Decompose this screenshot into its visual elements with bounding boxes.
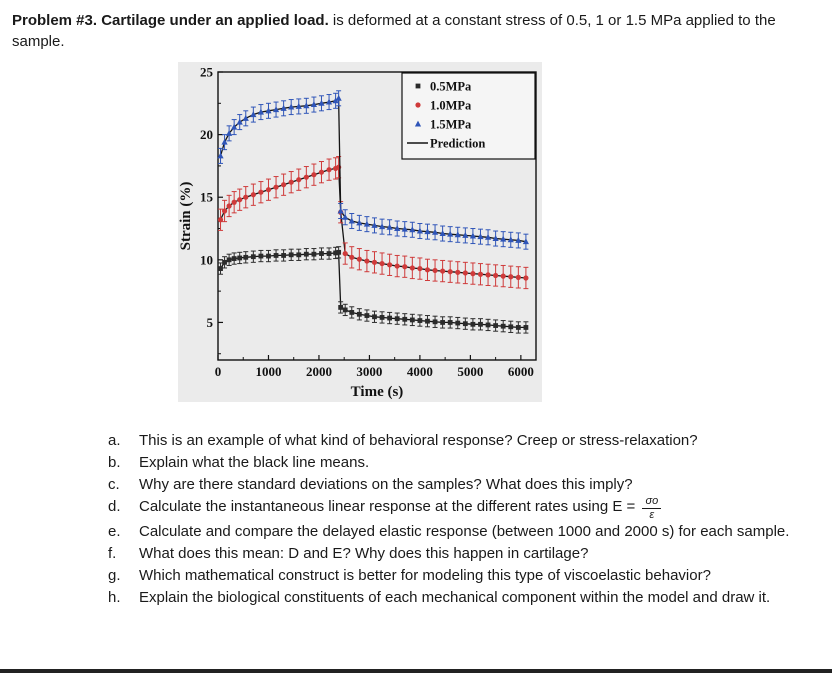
- bottom-divider: [0, 669, 832, 673]
- question-text: Explain what the black line means.: [139, 454, 370, 471]
- question-letter: e.: [108, 523, 121, 540]
- y-axis-label: Strain (%): [178, 182, 194, 251]
- svg-text:1.5MPa: 1.5MPa: [430, 118, 472, 132]
- question-item: d. Calculate the instantaneous linear re…: [108, 496, 799, 521]
- svg-text:25: 25: [200, 65, 214, 80]
- question-letter: a.: [108, 432, 121, 449]
- question-item: a. This is an example of what kind of be…: [108, 430, 799, 452]
- svg-text:2000: 2000: [306, 364, 332, 379]
- question-letter: f.: [108, 545, 117, 562]
- svg-text:5: 5: [207, 315, 214, 330]
- axes: 0 1000 2000 3000 4000 5000 6000 5 10 15 20 25: [200, 65, 534, 380]
- question-text: What does this mean: D and E? Why does t…: [139, 545, 589, 562]
- question-item: g. Which mathematical construct is bette…: [108, 565, 799, 587]
- svg-text:0.5MPa: 0.5MPa: [430, 80, 472, 94]
- question-letter: d.: [108, 498, 121, 515]
- legend: 0.5MPa 1.0MPa 1.5MPa Prediction: [401, 72, 536, 160]
- svg-text:1000: 1000: [255, 364, 281, 379]
- question-item: f. What does this mean: D and E? Why doe…: [108, 543, 799, 565]
- question-text: Which mathematical construct is better f…: [139, 567, 711, 584]
- svg-text:15: 15: [200, 190, 214, 205]
- question-letter: h.: [108, 589, 121, 606]
- svg-text:10: 10: [200, 252, 213, 267]
- series-1.0MPa: [217, 156, 529, 290]
- svg-text:0: 0: [215, 364, 222, 379]
- fraction-numerator: σo: [642, 496, 662, 509]
- question-text: Why are there standard deviations on the…: [139, 476, 633, 493]
- plot-frame: [217, 71, 537, 361]
- question-letter: g.: [108, 567, 121, 584]
- question-list: a. This is an example of what kind of be…: [108, 430, 799, 609]
- series-0.5MPa: [218, 246, 529, 334]
- question-item: h. Explain the biological constituents o…: [108, 587, 799, 609]
- problem-text: is deformed at a constant stress of 0.5,…: [12, 12, 776, 50]
- series-1.5MPa: [217, 90, 530, 250]
- svg-text:4000: 4000: [407, 364, 433, 379]
- svg-text:Prediction: Prediction: [430, 137, 485, 151]
- svg-text:6000: 6000: [508, 364, 534, 379]
- problem-statement: Problem #3. Cartilage under an applied l…: [0, 0, 812, 52]
- svg-text:1.0MPa: 1.0MPa: [430, 99, 472, 113]
- question-item: b. Explain what the black line means.: [108, 452, 799, 474]
- svg-text:20: 20: [200, 127, 213, 142]
- svg-text:3000: 3000: [356, 364, 382, 379]
- problem-title: Problem #3. Cartilage under an applied l…: [12, 12, 329, 29]
- x-axis-label: Time (s): [351, 384, 404, 400]
- question-letter: b.: [108, 454, 121, 471]
- svg-text:5000: 5000: [457, 364, 483, 379]
- fraction-denominator: ε: [649, 509, 655, 521]
- figure-panel: 0 1000 2000 3000 4000 5000 6000 5 10 15 20 25 Time (…: [178, 62, 542, 402]
- stress-strain-fraction: σo ε: [642, 496, 662, 521]
- strain-time-chart: 0 1000 2000 3000 4000 5000 6000 5 10 15 20 25 Time (…: [178, 65, 537, 400]
- question-letter: c.: [108, 476, 120, 493]
- question-item: e. Calculate and compare the delayed ela…: [108, 521, 799, 543]
- question-text: Calculate and compare the delayed elasti…: [139, 523, 790, 540]
- question-text-prefix: Calculate the instantaneous linear respo…: [139, 498, 640, 515]
- question-text: Calculate the instantaneous linear respo…: [139, 496, 799, 521]
- question-item: c. Why are there standard deviations on …: [108, 474, 799, 496]
- question-text: This is an example of what kind of behav…: [139, 432, 698, 449]
- question-text: Explain the biological constituents of e…: [139, 589, 771, 606]
